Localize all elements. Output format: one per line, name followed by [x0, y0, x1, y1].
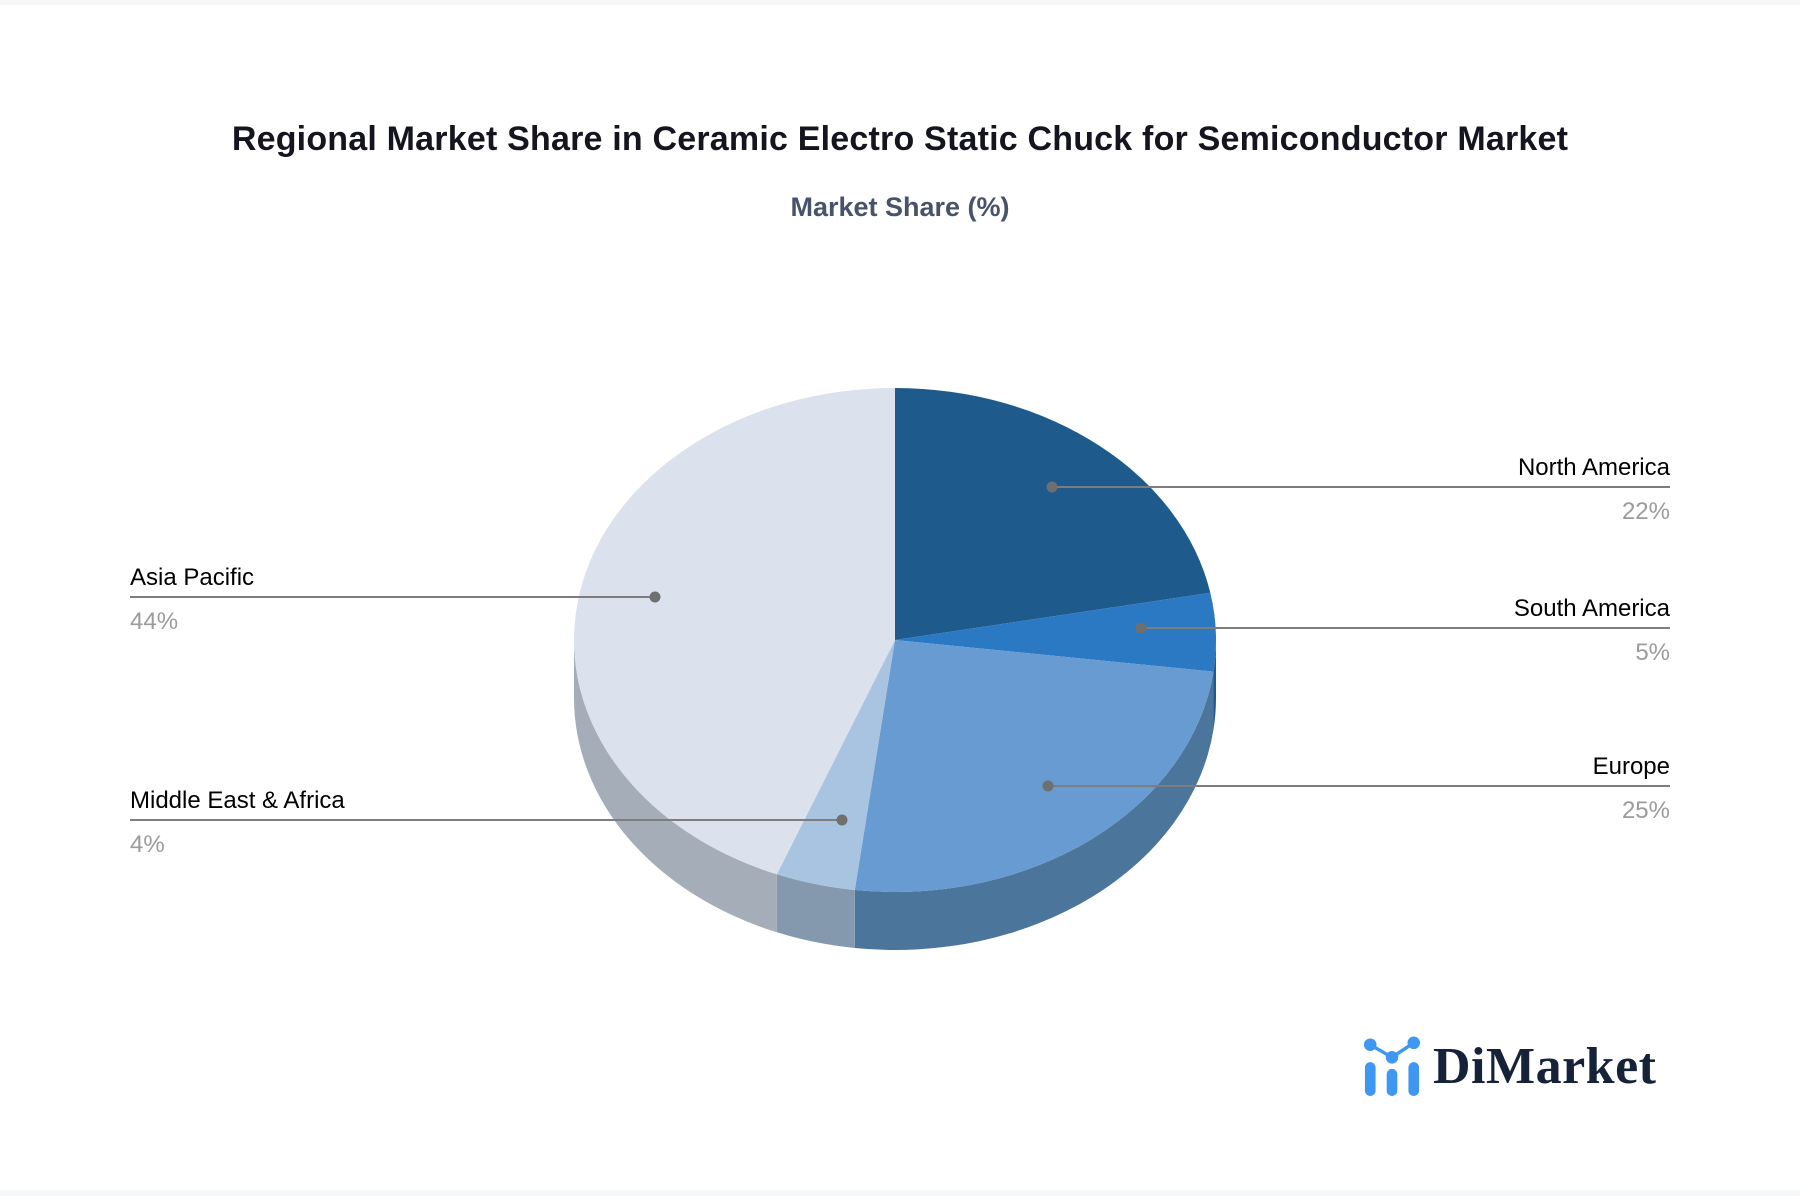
callout-value-south-america: 5%	[1635, 638, 1670, 668]
pie-slice-north-america	[895, 388, 1211, 640]
callout-label-asia-pacific: Asia Pacific	[130, 563, 254, 593]
chart-title: Regional Market Share in Ceramic Electro…	[231, 120, 1569, 158]
callout-value-middle-east-africa: 4%	[130, 830, 165, 860]
callout-label-middle-east-africa: Middle East & Africa	[130, 786, 345, 816]
callout-value-text: 44%	[130, 608, 179, 635]
callout-dot-north-america	[1046, 481, 1058, 493]
callout-value-asia-pacific: 44%	[130, 607, 178, 637]
callout-label-text: Middle East & Africa	[130, 787, 345, 814]
pie-slice-south-america	[895, 592, 1216, 672]
bar-line-chart-icon	[1363, 1036, 1421, 1096]
callout-label-text: Europe	[1592, 753, 1670, 780]
callout-label-text: North America	[1517, 454, 1670, 481]
callout-value-text: 25%	[1621, 797, 1670, 824]
brand-logo: DiMarket	[1363, 1034, 1656, 1098]
pie-slice-side-asia-pacific	[574, 640, 777, 933]
brand-name: DiMarket	[1433, 1037, 1657, 1095]
callout-dot-south-america	[1135, 622, 1147, 634]
page-edge-bottom	[0, 1190, 1800, 1196]
callout-value-north-america: 22%	[1622, 497, 1670, 527]
callout-dot-middle-east-africa	[836, 814, 848, 826]
callout-value-text: 22%	[1621, 498, 1670, 525]
callout-value-text: 4%	[130, 831, 165, 858]
callout-label-europe: Europe	[1593, 752, 1670, 782]
pie-slice-middle-east-africa	[776, 640, 895, 891]
callout-value-europe: 25%	[1622, 796, 1670, 826]
callout-label-text: Asia Pacific	[130, 564, 255, 591]
callout-dot-asia-pacific	[649, 591, 661, 603]
pie-slice-side-europe	[854, 671, 1214, 950]
callout-label-text: South America	[1513, 595, 1670, 622]
pie-slice-europe	[854, 640, 1214, 892]
callout-label-north-america: North America	[1518, 453, 1670, 483]
page-edge-top	[0, 0, 1800, 5]
chart-subtitle: Market Share (%)	[790, 192, 1010, 222]
callout-label-south-america: South America	[1514, 594, 1670, 624]
pie-slice-side-south-america	[1213, 640, 1216, 730]
callout-dot-europe	[1042, 780, 1054, 792]
pie-slice-asia-pacific	[574, 388, 895, 875]
callout-value-text: 5%	[1635, 639, 1670, 666]
pie-slice-side-middle-east-africa	[776, 874, 855, 949]
